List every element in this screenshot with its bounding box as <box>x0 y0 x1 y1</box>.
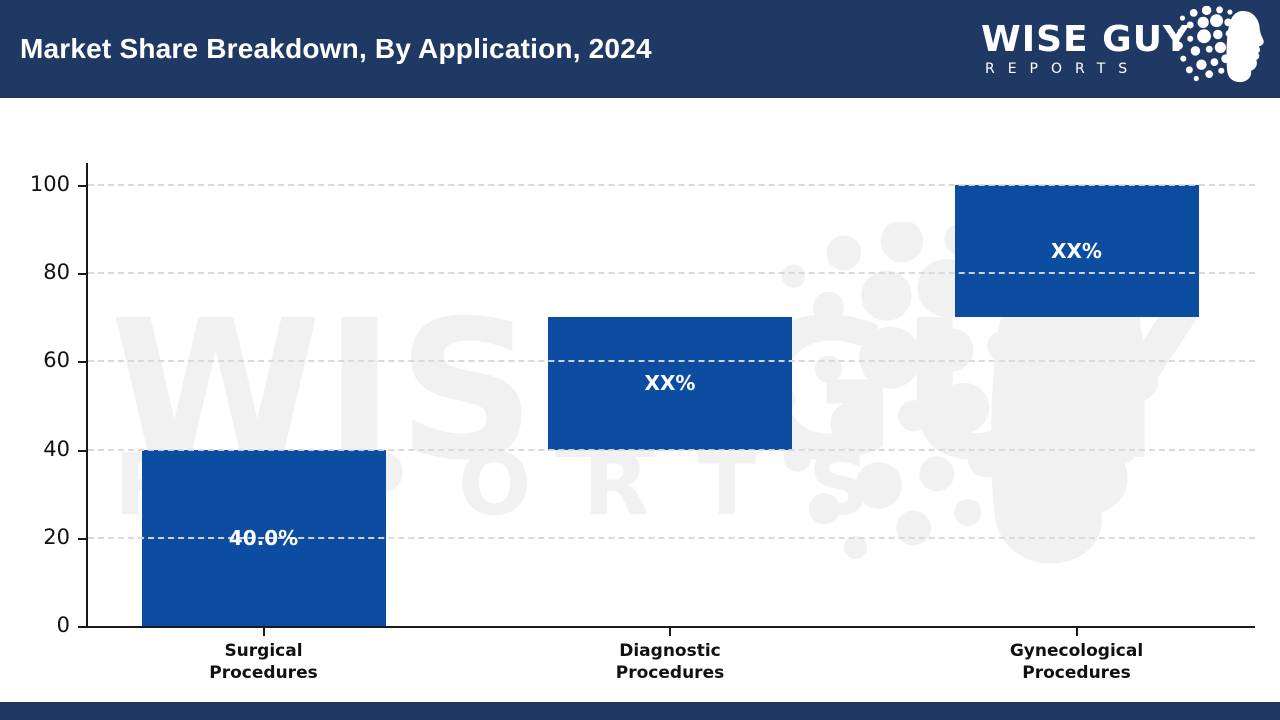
bar <box>548 317 792 450</box>
y-axis-line <box>86 163 88 628</box>
y-tick-label: 20 <box>43 524 70 549</box>
y-tick-mark <box>78 273 86 276</box>
y-tick-label: 80 <box>43 260 70 285</box>
category-label: Gynecological Procedures <box>1009 641 1144 684</box>
dotted-head-icon <box>1175 6 1264 83</box>
brand-logo: WISE GUY REPORTS <box>980 6 1266 88</box>
category-label: Surgical Procedures <box>209 641 318 684</box>
x-tick-mark <box>1075 628 1078 636</box>
gridline <box>88 184 1255 186</box>
y-tick-mark <box>78 449 86 452</box>
brand-name: WISE GUY <box>980 18 1190 60</box>
x-axis-line <box>86 626 1255 628</box>
gridline <box>88 272 1255 275</box>
category-label: Diagnostic Procedures <box>615 641 725 684</box>
bar-value-label: 40.0% <box>228 525 299 550</box>
y-tick-mark <box>78 537 86 540</box>
y-tick-label: 0 <box>56 613 70 637</box>
y-tick-label: 60 <box>43 348 70 373</box>
gridline <box>88 536 1255 539</box>
y-tick-mark <box>78 361 86 364</box>
gridline <box>88 448 1255 451</box>
gridline <box>88 360 1255 363</box>
y-tick-mark <box>78 626 86 628</box>
bar-value-label: XX% <box>644 371 696 396</box>
y-tick-label: 40 <box>43 436 70 461</box>
page-title: Market Share Breakdown, By Application, … <box>20 33 652 64</box>
x-tick-mark <box>262 628 265 636</box>
y-tick-label: 100 <box>29 172 70 196</box>
footer-bar <box>0 702 1280 720</box>
header: Market Share Breakdown, By Application, … <box>0 0 1280 98</box>
y-tick-mark <box>78 185 86 187</box>
brand-logo-text: WISE GUY REPORTS <box>980 18 1190 77</box>
bar-value-label: XX% <box>1051 239 1102 264</box>
brand-subtitle: REPORTS <box>984 60 1141 77</box>
x-tick-mark <box>669 628 671 636</box>
